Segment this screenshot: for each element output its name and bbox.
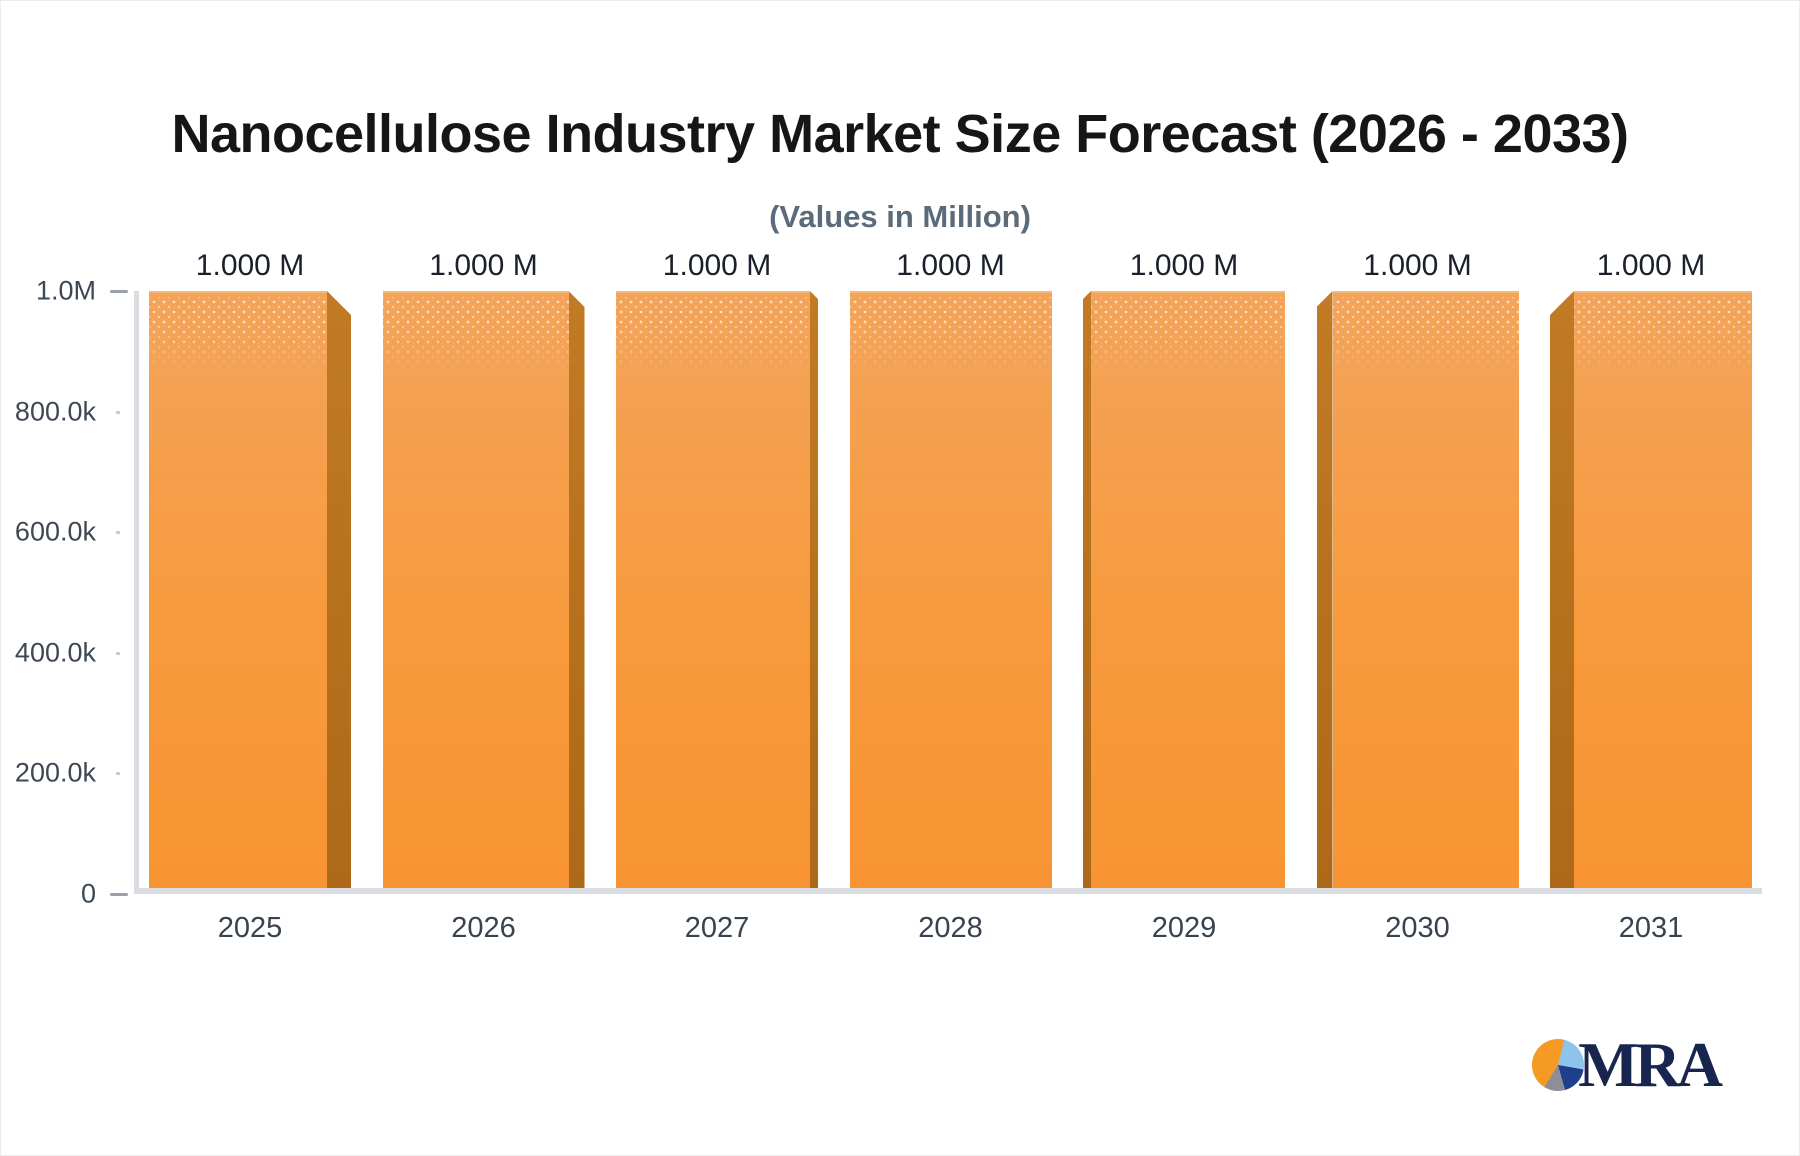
y-tick-label: 800.0k <box>14 396 96 427</box>
y-tick-label: 0 <box>80 878 96 909</box>
bar-2030[interactable]: 1.000 M 2030 <box>1316 249 1519 944</box>
bar-2029[interactable]: 1.000 M 2029 <box>1083 249 1285 944</box>
bar-face <box>1091 291 1285 888</box>
bar-value-label: 1.000 M <box>896 249 1005 282</box>
y-tick-mark <box>116 531 120 535</box>
chart-title: Nanocellulose Industry Market Size Forec… <box>171 104 1629 164</box>
bar-2028[interactable]: 1.000 M 2028 <box>849 249 1052 944</box>
y-tick-mark <box>110 893 128 896</box>
bar-2031[interactable]: 1.000 M 2031 <box>1550 249 1752 944</box>
bar-side-shadow <box>1316 291 1333 888</box>
y-tick-mark <box>116 410 120 414</box>
plot-area: 1.000 M 2025 1.000 M 2026 1.000 M 2027 1.000 M… <box>134 249 1762 944</box>
bar-side-shadow <box>1550 291 1574 888</box>
y-tick-mark <box>116 772 120 776</box>
brand-logo: MRA <box>1532 1029 1723 1100</box>
bar-value-label: 1.000 M <box>1363 249 1472 282</box>
y-axis: 1.0M 800.0k 600.0k 400.0k 200.0k 0 <box>1 276 134 909</box>
x-tick-label-2025: 2025 <box>217 912 283 944</box>
bar-side-shadow <box>1083 291 1091 888</box>
bar-face <box>1332 291 1519 888</box>
bar-side-shadow <box>327 291 351 888</box>
bar-face <box>1574 291 1752 888</box>
bar-side-shadow <box>810 291 818 888</box>
y-tick-label: 600.0k <box>14 516 96 547</box>
y-tick-mark <box>116 651 120 655</box>
bar-value-label: 1.000 M <box>429 249 538 282</box>
x-tick-label-2030: 2030 <box>1385 912 1450 944</box>
bar-face <box>382 291 569 888</box>
bar-value-label: 1.000 M <box>195 249 305 282</box>
bar-value-label: 1.000 M <box>1129 249 1239 282</box>
bar-face <box>616 291 810 888</box>
x-tick-label-2027: 2027 <box>684 912 750 944</box>
bar-value-label: 1.000 M <box>1596 249 1706 282</box>
bar-2027[interactable]: 1.000 M 2027 <box>616 249 818 944</box>
x-tick-label-2028: 2028 <box>918 912 983 944</box>
x-tick-label-2026: 2026 <box>451 912 516 944</box>
y-tick-label: 200.0k <box>14 757 96 788</box>
pie-chart-logo-icon <box>1532 1039 1585 1091</box>
x-tick-label-2031: 2031 <box>1618 912 1684 944</box>
y-tick-mark <box>110 290 128 293</box>
y-tick-label: 1.0M <box>35 275 96 306</box>
bar-value-label: 1.000 M <box>662 249 772 282</box>
chart-subtitle: (Values in Million) <box>769 199 1031 234</box>
bar-face <box>149 291 327 888</box>
bar-side-shadow <box>568 291 585 888</box>
y-tick-label: 400.0k <box>14 637 96 668</box>
bar-2025[interactable]: 1.000 M 2025 <box>149 249 351 944</box>
x-tick-label-2029: 2029 <box>1151 912 1217 944</box>
bar-2026[interactable]: 1.000 M 2026 <box>382 249 585 944</box>
brand-logo-text: MRA <box>1578 1029 1723 1100</box>
bar-face <box>849 291 1052 888</box>
